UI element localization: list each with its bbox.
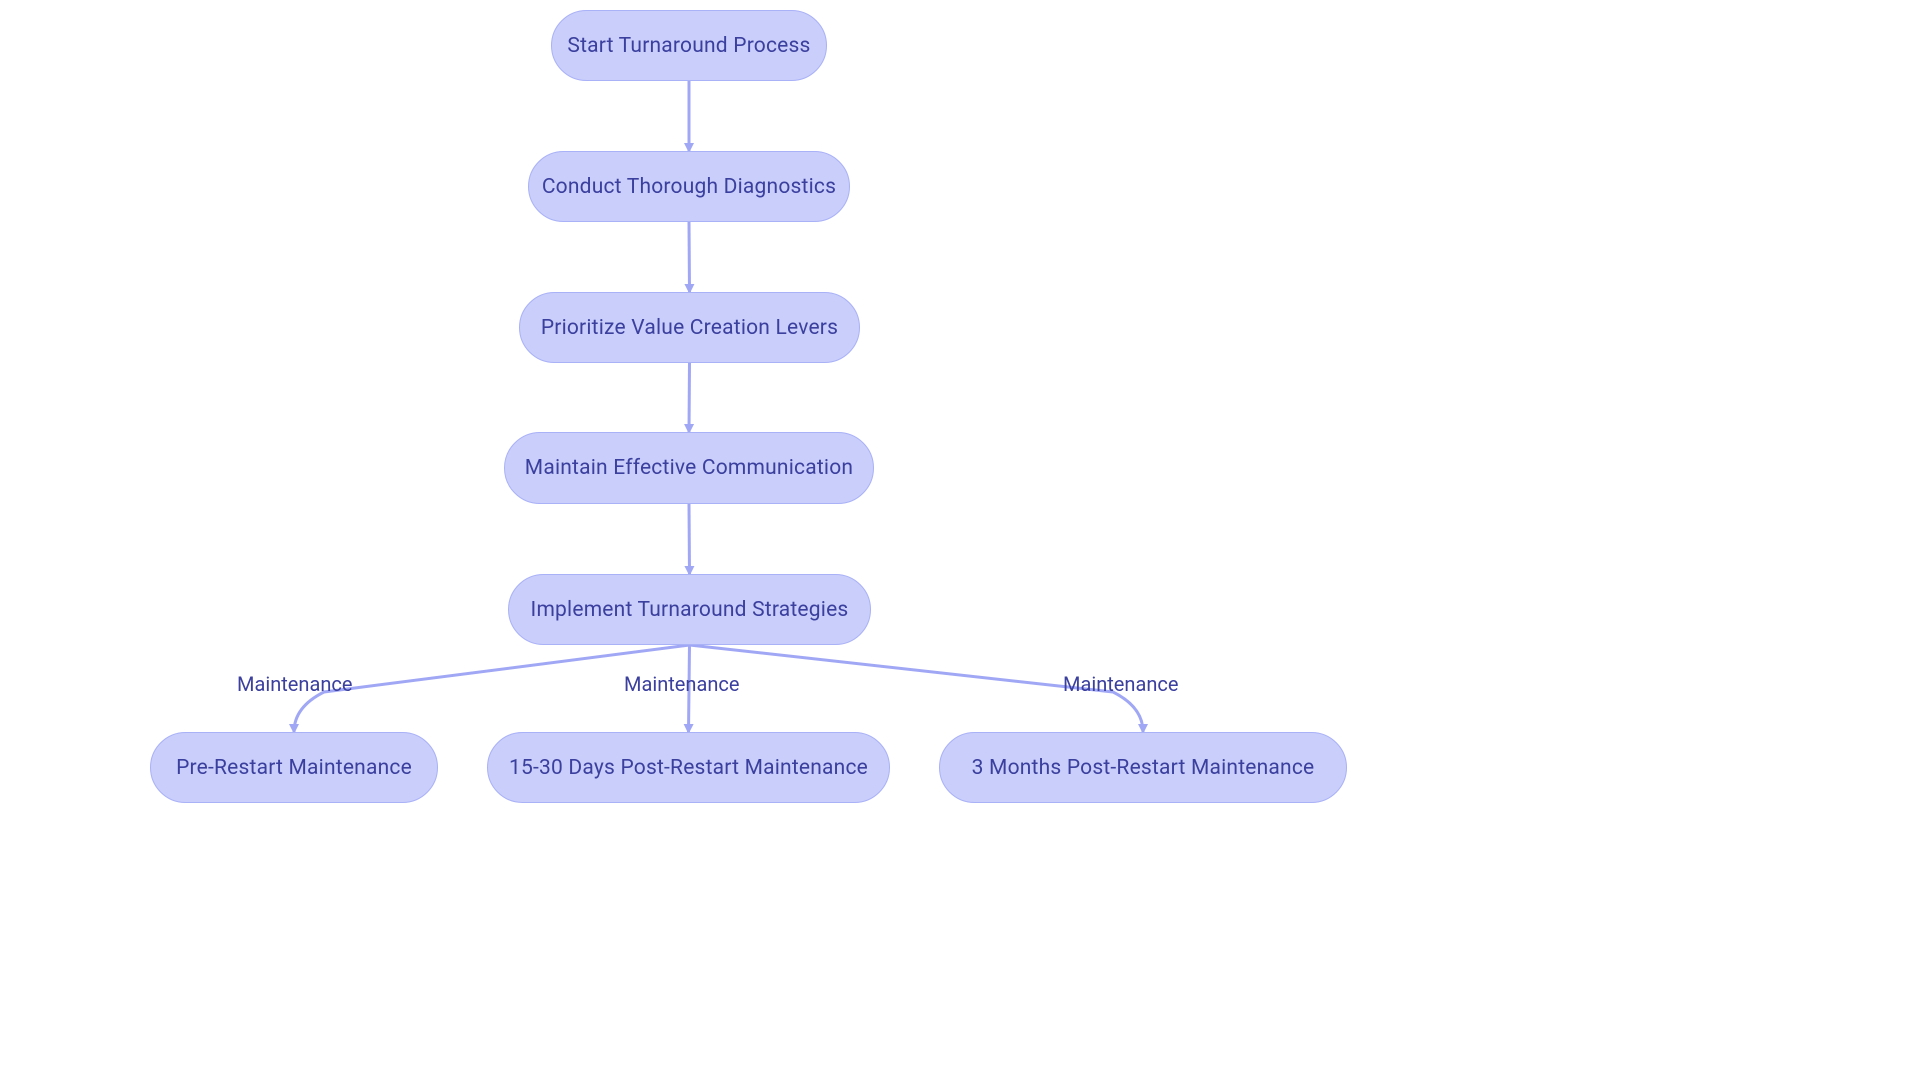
flowchart-edge-label: Maintenance [1063, 672, 1178, 696]
flowchart-edge [689, 504, 690, 574]
flowchart-edges [0, 0, 1920, 1083]
flowchart-node: Conduct Thorough Diagnostics [528, 151, 850, 222]
flowchart-edge-label: Maintenance [237, 672, 352, 696]
flowchart-node: Pre-Restart Maintenance [150, 732, 438, 803]
flowchart-node: Implement Turnaround Strategies [508, 574, 871, 645]
flowchart-edge [689, 363, 690, 432]
flowchart-node: Start Turnaround Process [551, 10, 827, 81]
flowchart-edge [689, 222, 690, 292]
flowchart-node: Maintain Effective Communication [504, 432, 874, 504]
flowchart-node: 15-30 Days Post-Restart Maintenance [487, 732, 890, 803]
flowchart-edge-label: Maintenance [624, 672, 739, 696]
flowchart-node: 3 Months Post-Restart Maintenance [939, 732, 1347, 803]
flowchart-node: Prioritize Value Creation Levers [519, 292, 860, 363]
